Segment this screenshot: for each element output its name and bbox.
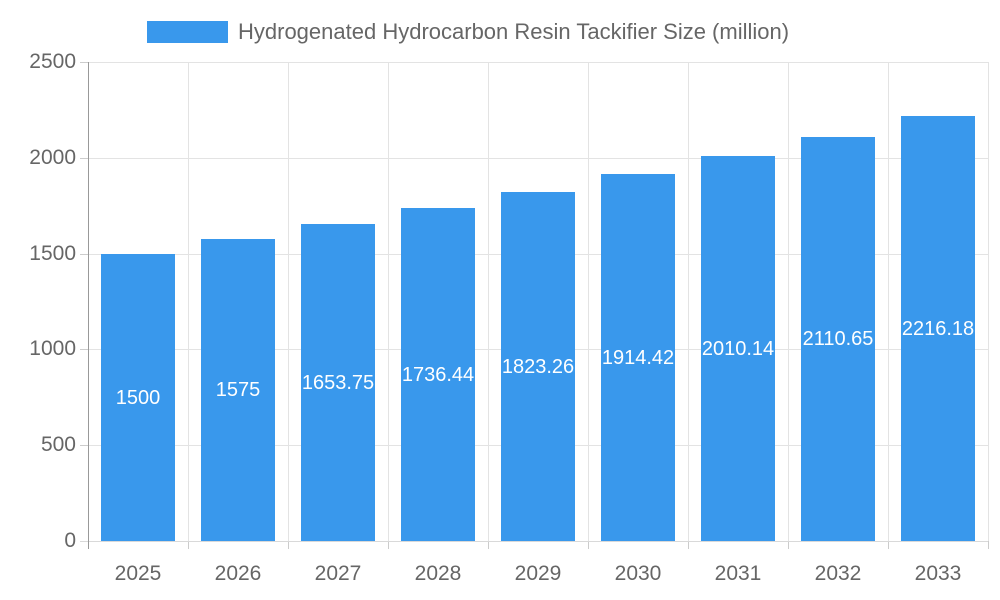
bar[interactable] xyxy=(701,156,775,541)
x-axis-tick xyxy=(688,541,689,549)
y-axis-tick xyxy=(80,445,88,446)
bar[interactable] xyxy=(501,192,575,541)
x-axis-tick xyxy=(788,541,789,549)
x-axis-tick xyxy=(188,541,189,549)
gridline-vertical xyxy=(288,62,289,541)
gridline-vertical xyxy=(388,62,389,541)
y-axis-label: 2500 xyxy=(29,50,76,73)
bar-value-label: 1823.26 xyxy=(501,356,575,378)
x-axis-tick xyxy=(388,541,389,549)
x-axis-tick xyxy=(888,541,889,549)
bar-value-label: 2010.14 xyxy=(701,338,775,360)
bar[interactable] xyxy=(901,116,975,541)
bar[interactable] xyxy=(401,208,475,541)
x-axis-label: 2025 xyxy=(114,562,162,585)
x-axis-label: 2026 xyxy=(214,562,262,585)
bar-value-label: 2216.18 xyxy=(901,318,975,340)
y-axis-tick xyxy=(80,349,88,350)
x-axis-label: 2033 xyxy=(914,562,962,585)
bar[interactable] xyxy=(201,239,275,541)
y-axis-label: 1500 xyxy=(29,242,76,265)
legend-swatch-icon xyxy=(147,21,228,43)
legend[interactable]: Hydrogenated Hydrocarbon Resin Tackifier… xyxy=(147,21,789,43)
bar[interactable] xyxy=(101,254,175,541)
gridline-horizontal xyxy=(88,158,988,159)
y-axis-tick xyxy=(80,62,88,63)
bar[interactable] xyxy=(601,174,675,541)
y-axis-label: 1000 xyxy=(29,337,76,360)
gridline-vertical xyxy=(588,62,589,541)
gridline-vertical xyxy=(488,62,489,541)
x-axis-tick xyxy=(288,541,289,549)
bar-value-label: 1914.42 xyxy=(601,347,675,369)
y-axis-label: 0 xyxy=(64,529,76,552)
x-axis-label: 2030 xyxy=(614,562,662,585)
gridline-vertical xyxy=(988,62,989,541)
bar-value-label: 1500 xyxy=(115,387,161,409)
x-axis-label: 2032 xyxy=(814,562,862,585)
gridline-horizontal xyxy=(88,62,988,63)
bar[interactable] xyxy=(301,224,375,541)
gridline-vertical xyxy=(788,62,789,541)
gridline-vertical xyxy=(688,62,689,541)
legend-label: Hydrogenated Hydrocarbon Resin Tackifier… xyxy=(238,19,790,44)
x-axis-tick xyxy=(988,541,989,549)
x-axis-tick xyxy=(488,541,489,549)
bar-value-label: 1653.75 xyxy=(301,372,375,394)
x-axis-tick xyxy=(588,541,589,549)
x-axis-label: 2028 xyxy=(414,562,462,585)
x-axis-label: 2027 xyxy=(314,562,362,585)
y-axis-label: 2000 xyxy=(29,146,76,169)
x-axis-label: 2029 xyxy=(514,562,562,585)
bar-value-label: 1736.44 xyxy=(401,364,475,386)
y-axis-tick xyxy=(80,254,88,255)
y-axis-line xyxy=(88,62,89,549)
y-axis-tick xyxy=(80,158,88,159)
gridline-vertical xyxy=(188,62,189,541)
y-axis-label: 500 xyxy=(40,433,76,456)
bar-value-label: 1575 xyxy=(215,379,261,401)
bar-value-label: 2110.65 xyxy=(802,328,874,350)
x-axis-label: 2031 xyxy=(714,562,762,585)
gridline-vertical xyxy=(888,62,889,541)
x-axis-line xyxy=(80,541,988,542)
bar[interactable] xyxy=(801,137,875,541)
